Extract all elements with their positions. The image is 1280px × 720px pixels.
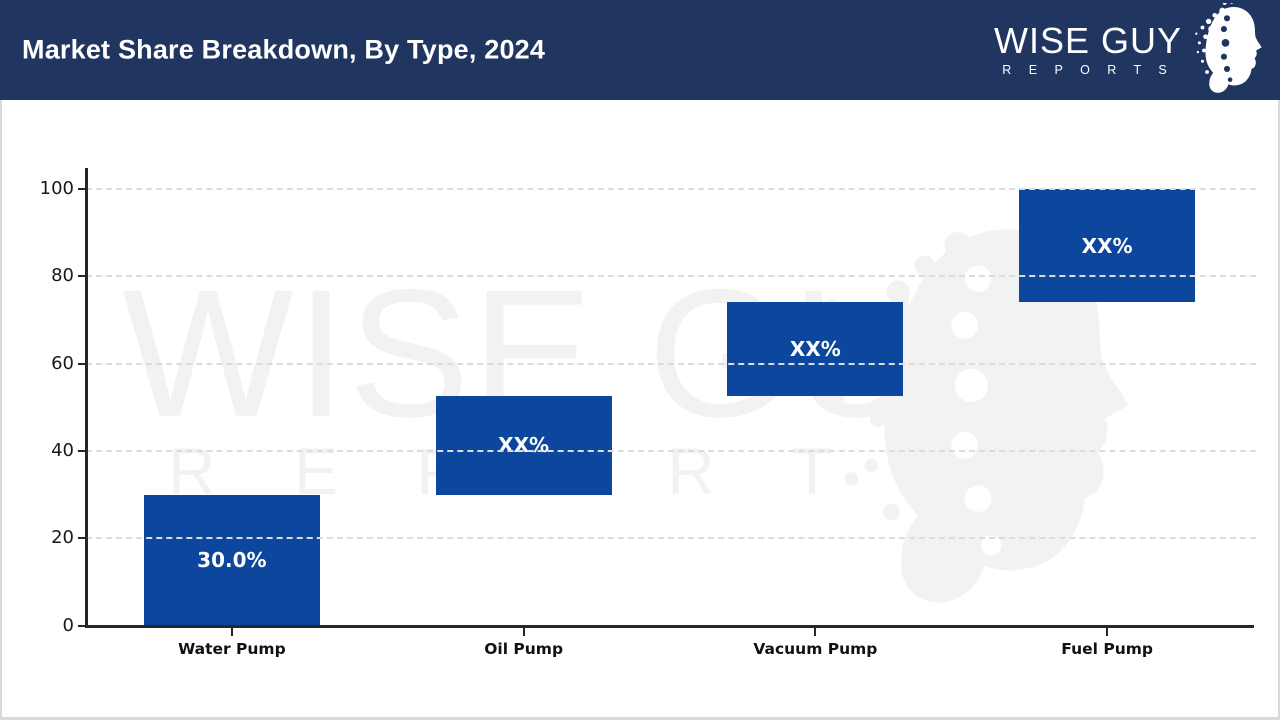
wiseguy-logo: WISE GUY R E P O R T S bbox=[994, 0, 1270, 100]
y-tick-mark-80 bbox=[78, 275, 86, 278]
bar-value-label: XX% bbox=[789, 337, 841, 362]
header-bar: Market Share Breakdown, By Type, 2024 WI… bbox=[0, 0, 1280, 100]
bar-value-label: XX% bbox=[1081, 233, 1133, 258]
bar-value-label: 30.0% bbox=[197, 548, 267, 573]
bar-oil-pump: XX% bbox=[435, 396, 612, 495]
gridline-100 bbox=[86, 188, 1256, 190]
category-label-3: Fuel Pump bbox=[1061, 640, 1153, 658]
y-tick-label-60: 60 bbox=[51, 352, 74, 374]
x-axis-line bbox=[85, 625, 1254, 628]
y-tick-label-100: 100 bbox=[39, 178, 74, 199]
y-tick-mark-0 bbox=[78, 624, 86, 627]
gridline-20 bbox=[86, 537, 1256, 540]
y-tick-mark-100 bbox=[78, 188, 86, 190]
logo-wordmark: WISE GUY bbox=[993, 20, 1182, 61]
page-title: Market Share Breakdown, By Type, 2024 bbox=[22, 34, 546, 65]
bar-fuel-pump: XX% bbox=[1019, 189, 1196, 303]
logo-tagline: R E P O R T S bbox=[1002, 63, 1174, 77]
y-axis-line bbox=[85, 168, 88, 627]
y-tick-label-20: 20 bbox=[51, 527, 74, 549]
gridline-60 bbox=[86, 362, 1256, 365]
wiseguy-head-icon bbox=[1195, 3, 1262, 93]
y-tick-mark-60 bbox=[78, 362, 86, 365]
x-tick-mark-2 bbox=[814, 627, 817, 636]
y-tick-mark-20 bbox=[78, 537, 86, 540]
bar-value-label: XX% bbox=[498, 433, 550, 458]
bar-water-pump: 30.0% bbox=[143, 494, 320, 626]
y-tick-label-0: 0 bbox=[62, 614, 74, 636]
wiseguy-logo-text: WISE GUY R E P O R T S bbox=[993, 20, 1182, 78]
x-tick-mark-1 bbox=[522, 627, 525, 636]
category-label-2: Vacuum Pump bbox=[753, 640, 878, 658]
y-tick-label-80: 80 bbox=[51, 265, 74, 287]
category-label-0: Water Pump bbox=[178, 640, 286, 658]
x-tick-mark-0 bbox=[230, 627, 233, 636]
gridline-40 bbox=[86, 449, 1256, 452]
y-tick-label-40: 40 bbox=[51, 439, 74, 461]
bar-vacuum-pump: XX% bbox=[727, 302, 904, 397]
gridline-80 bbox=[86, 275, 1256, 278]
category-label-1: Oil Pump bbox=[484, 640, 564, 658]
x-tick-mark-3 bbox=[1106, 627, 1109, 636]
y-tick-mark-40 bbox=[78, 449, 86, 452]
